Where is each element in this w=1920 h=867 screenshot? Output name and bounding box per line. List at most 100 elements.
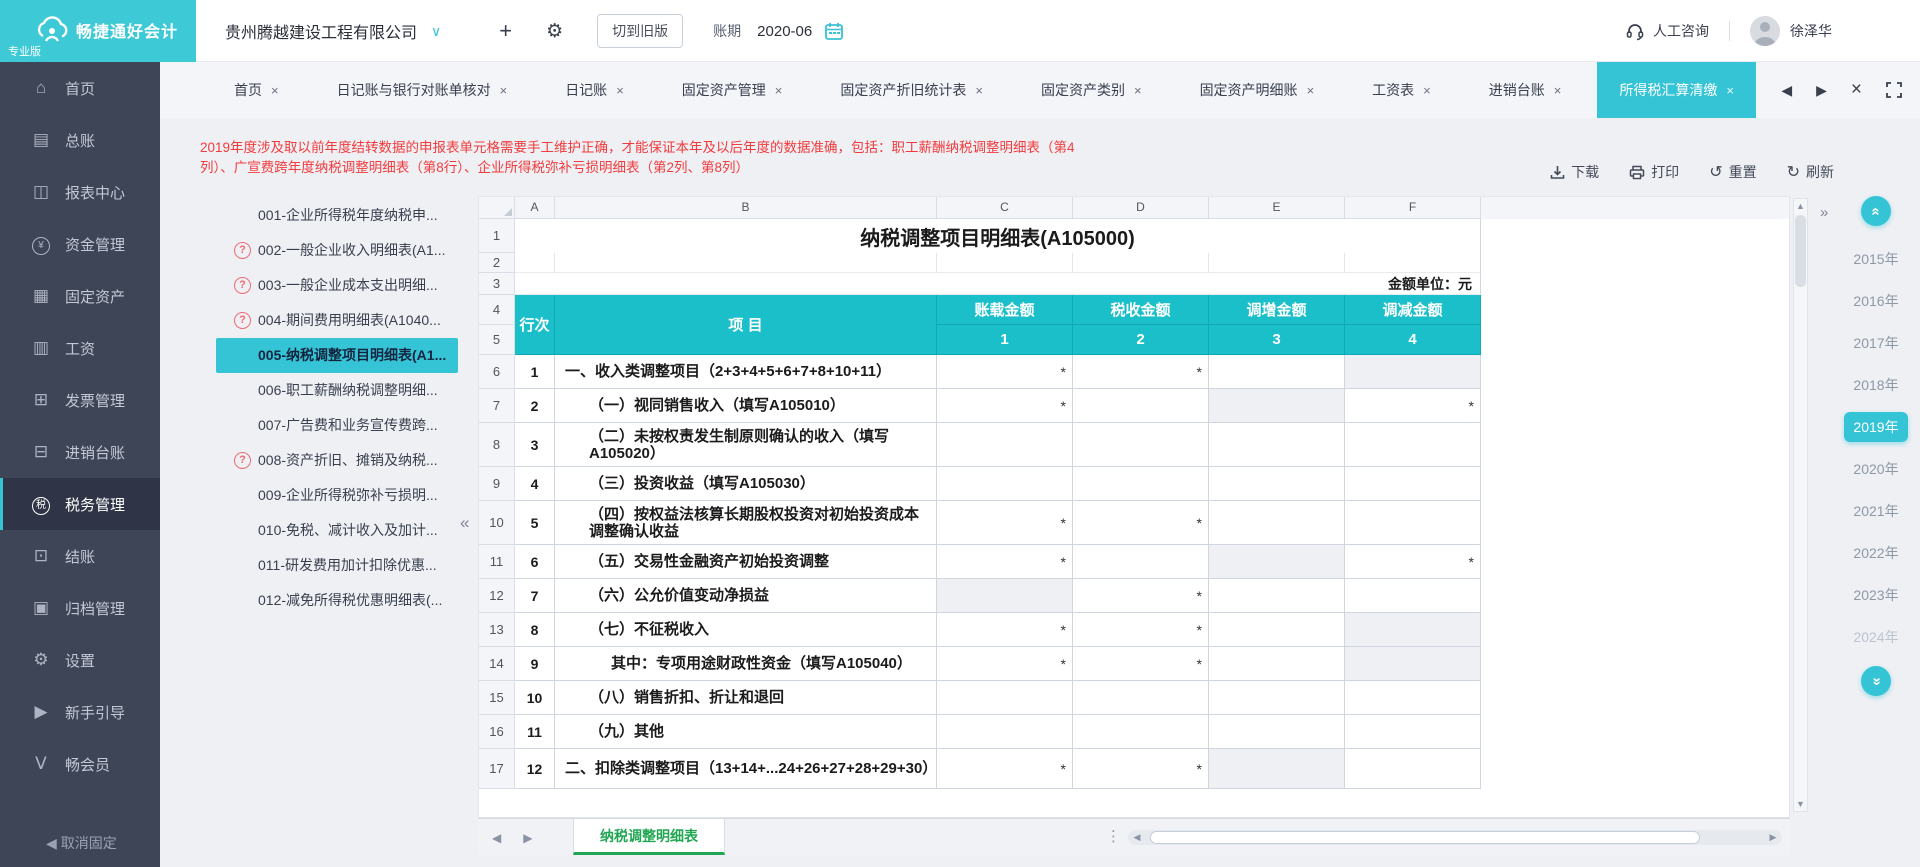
- download-button[interactable]: 下载: [1550, 162, 1599, 182]
- close-icon[interactable]: ×: [1726, 82, 1734, 98]
- years-down-button[interactable]: «: [1861, 666, 1891, 696]
- horizontal-scroll-thumb[interactable]: [1150, 831, 1700, 844]
- tab-asset-category[interactable]: 固定资产类别 ×: [1040, 82, 1142, 98]
- report-item-011[interactable]: 011-研发费用加计扣除优惠...: [258, 557, 437, 573]
- close-icon[interactable]: ×: [774, 82, 783, 98]
- tab-home[interactable]: 首页 ×: [234, 82, 279, 98]
- year-2020[interactable]: 2020年: [1853, 461, 1899, 477]
- tab-depreciation-stats[interactable]: 固定资产折旧统计表 ×: [840, 82, 983, 98]
- table-row[interactable]: 9 4 （三）投资收益（填写A105030）: [479, 467, 1789, 501]
- tab-asset-detail-ledger[interactable]: 固定资产明细账 ×: [1199, 82, 1315, 98]
- table-row[interactable]: 8 3 （二）未按权责发生制原则确认的收入（填写A105020）: [479, 423, 1789, 467]
- close-icon[interactable]: ×: [1306, 82, 1315, 98]
- report-item-012[interactable]: 012-减免所得税优惠明细表(...: [258, 592, 443, 608]
- print-button[interactable]: 打印: [1629, 162, 1679, 182]
- close-icon[interactable]: ×: [616, 82, 624, 98]
- tab-journal-bank-check[interactable]: 日记账与银行对账单核对 ×: [336, 82, 508, 98]
- sidebar-item-report-center[interactable]: ◫ 报表中心: [0, 166, 160, 218]
- close-icon[interactable]: ×: [499, 82, 508, 98]
- sidebar-item-home[interactable]: ⌂ 首页: [0, 62, 160, 114]
- tab-trade-ledger[interactable]: 进销台账 ×: [1488, 82, 1562, 98]
- table-row[interactable]: 14 9 其中：专项用途财政性资金（填写A105040） * *: [479, 647, 1789, 681]
- switch-old-version-button[interactable]: 切到旧版: [597, 14, 684, 48]
- sidebar-item-tax-management[interactable]: 税税务管理: [0, 478, 160, 530]
- sidebar-item-invoice[interactable]: ⊞ 发票管理: [0, 374, 160, 426]
- spreadsheet[interactable]: A B C D E F 1 纳税调整项目明细表(A105000) 2 3 金额单…: [478, 196, 1790, 818]
- tab-fixed-asset-mgmt[interactable]: 固定资产管理 ×: [681, 82, 783, 98]
- year-2015[interactable]: 2015年: [1853, 251, 1899, 267]
- table-row[interactable]: 11 6 （五）交易性金融资产初始投资调整 * *: [479, 545, 1789, 579]
- refresh-button[interactable]: ↻ 刷新: [1786, 164, 1834, 181]
- scroll-down-icon[interactable]: ▼: [1796, 799, 1805, 809]
- add-icon[interactable]: +: [499, 18, 513, 43]
- table-row[interactable]: 12 7 （六）公允价值变动净损益 *: [479, 579, 1789, 613]
- table-row[interactable]: 7 2 （一）视同销售收入（填写A105010） * *: [479, 389, 1789, 423]
- sidebar-item-member[interactable]: Ⅴ 畅会员: [0, 738, 160, 790]
- sidebar-item-trade-ledger[interactable]: ⊟ 进销台账: [0, 426, 160, 478]
- headset-icon[interactable]: [1625, 21, 1645, 41]
- years-up-button[interactable]: «: [1861, 196, 1891, 226]
- scroll-right-icon[interactable]: ▶: [1769, 832, 1777, 842]
- sidebar-item-payroll[interactable]: ▥ 工资: [0, 322, 160, 374]
- sidebar-item-general-ledger[interactable]: ▤ 总账: [0, 114, 160, 166]
- sheet-prev-icon[interactable]: ◀: [492, 830, 502, 845]
- report-item-001[interactable]: 001-企业所得税年度纳税申...: [258, 207, 438, 223]
- report-item-005-active[interactable]: 005-纳税调整项目明细表(A1...: [216, 338, 458, 373]
- close-icon[interactable]: ×: [1423, 82, 1431, 98]
- sidebar-item-beginner-guide[interactable]: ▶ 新手引导: [0, 686, 160, 738]
- scroll-up-icon[interactable]: ▲: [1796, 201, 1805, 211]
- sidebar-item-archive[interactable]: ▣ 归档管理: [0, 582, 160, 634]
- year-2021[interactable]: 2021年: [1853, 503, 1899, 519]
- table-row[interactable]: 15 10 （八）销售折扣、折让和退回: [479, 681, 1789, 715]
- tab-journal[interactable]: 日记账 ×: [565, 82, 624, 98]
- report-item-006[interactable]: 006-职工薪酬纳税调整明细...: [258, 382, 438, 398]
- calendar-icon[interactable]: [824, 21, 844, 41]
- year-2016[interactable]: 2016年: [1853, 293, 1899, 309]
- panel-expand-icon[interactable]: »: [1820, 204, 1829, 221]
- year-2024[interactable]: 2024年: [1853, 629, 1899, 645]
- scroll-left-icon[interactable]: ◀: [1133, 832, 1141, 842]
- report-item-004[interactable]: ? 004-期间费用明细表(A1040...: [200, 303, 458, 338]
- vertical-scrollbar[interactable]: ▲ ▼: [1793, 198, 1808, 812]
- sidebar-item-closing[interactable]: ⊡ 结账: [0, 530, 160, 582]
- tabs-next-icon[interactable]: ▶: [1816, 81, 1827, 98]
- report-item-003[interactable]: ? 003-一般企业成本支出明细...: [200, 268, 458, 303]
- report-item-002[interactable]: ? 002-一般企业收入明细表(A1...: [200, 233, 458, 268]
- year-2017[interactable]: 2017年: [1853, 335, 1899, 351]
- report-item-007[interactable]: 007-广告费和业务宣传费跨...: [258, 417, 438, 433]
- table-row[interactable]: 13 8 （七）不征税收入 * *: [479, 613, 1789, 647]
- vertical-scroll-thumb[interactable]: [1795, 215, 1806, 287]
- year-2019-active[interactable]: 2019年: [1832, 406, 1920, 448]
- unpin-sidebar-button[interactable]: ◀ 取消固定: [46, 834, 117, 852]
- avatar[interactable]: [1750, 16, 1780, 46]
- close-icon[interactable]: ×: [975, 82, 983, 98]
- fullscreen-icon[interactable]: [1886, 82, 1902, 98]
- more-options-icon[interactable]: ⋮: [1106, 828, 1121, 845]
- close-icon[interactable]: ×: [1553, 82, 1562, 98]
- company-name[interactable]: 贵州腾越建设工程有限公司: [225, 25, 418, 42]
- close-icon[interactable]: ×: [271, 82, 279, 98]
- tab-payroll-sheet[interactable]: 工资表 ×: [1372, 82, 1431, 98]
- support-link[interactable]: 人工咨询: [1653, 23, 1709, 39]
- table-row[interactable]: 6 1 一、收入类调整项目（2+3+4+5+6+7+8+10+11） * *: [479, 355, 1789, 389]
- sidebar-item-settings[interactable]: ⚙ 设置: [0, 634, 160, 686]
- report-list-collapse-icon[interactable]: «: [460, 513, 470, 532]
- tabs-prev-icon[interactable]: ◀: [1781, 81, 1793, 98]
- sheet-tab-active[interactable]: 纳税调整明细表: [573, 819, 725, 855]
- report-item-008[interactable]: ? 008-资产折旧、摊销及纳税...: [200, 443, 458, 478]
- year-2023[interactable]: 2023年: [1853, 587, 1899, 603]
- select-all-corner[interactable]: [479, 197, 515, 219]
- company-dropdown-icon[interactable]: ∨: [431, 22, 442, 39]
- tabs-close-all-icon[interactable]: ×: [1850, 79, 1862, 100]
- year-2022[interactable]: 2022年: [1853, 545, 1899, 561]
- sidebar-item-funds[interactable]: ¥ 资金管理: [0, 218, 160, 270]
- table-row[interactable]: 10 5 （四）按权益法核算长期股权投资对初始投资成本调整确认收益 * *: [479, 501, 1789, 545]
- sidebar-item-fixed-assets[interactable]: ▦ 固定资产: [0, 270, 160, 322]
- user-name[interactable]: 徐泽华: [1790, 23, 1832, 39]
- table-row[interactable]: 16 11 （九）其他: [479, 715, 1789, 749]
- report-item-010[interactable]: 010-免税、减计收入及加计...: [258, 522, 438, 538]
- period-value[interactable]: 2020-06: [757, 22, 813, 40]
- report-item-009[interactable]: 009-企业所得税弥补亏损明...: [258, 487, 438, 503]
- year-2018[interactable]: 2018年: [1853, 377, 1899, 393]
- gear-icon[interactable]: ⚙: [546, 20, 564, 42]
